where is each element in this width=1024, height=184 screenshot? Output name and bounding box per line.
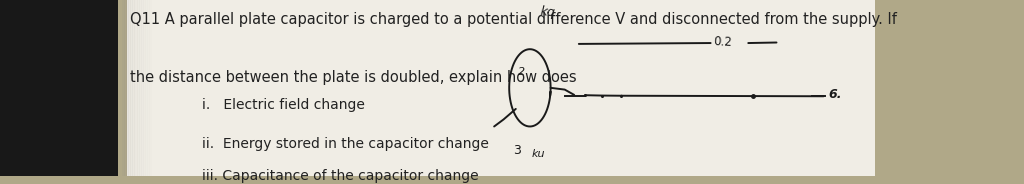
Text: kq: kq <box>540 5 555 20</box>
Text: 0.2: 0.2 <box>714 35 733 49</box>
Text: 3: 3 <box>513 144 521 157</box>
Text: ku: ku <box>531 149 546 159</box>
FancyBboxPatch shape <box>132 0 134 176</box>
Text: the distance between the plate is doubled, explain how does: the distance between the plate is double… <box>130 70 577 85</box>
Text: 2: 2 <box>518 67 524 77</box>
FancyBboxPatch shape <box>124 0 127 176</box>
Text: Q11 A parallel plate capacitor is charged to a potential difference V and discon: Q11 A parallel plate capacitor is charge… <box>130 12 897 27</box>
Text: iii. Capacitance of the capacitor change: iii. Capacitance of the capacitor change <box>203 169 479 183</box>
FancyBboxPatch shape <box>0 0 118 176</box>
Text: ii.  Energy stored in the capacitor change: ii. Energy stored in the capacitor chang… <box>203 137 489 151</box>
Text: i.   Electric field change: i. Electric field change <box>203 98 366 112</box>
Text: 6.: 6. <box>828 88 842 101</box>
FancyBboxPatch shape <box>126 0 129 176</box>
FancyBboxPatch shape <box>128 0 131 176</box>
FancyBboxPatch shape <box>127 0 876 176</box>
FancyBboxPatch shape <box>122 0 125 176</box>
FancyBboxPatch shape <box>130 0 133 176</box>
FancyBboxPatch shape <box>134 0 136 176</box>
